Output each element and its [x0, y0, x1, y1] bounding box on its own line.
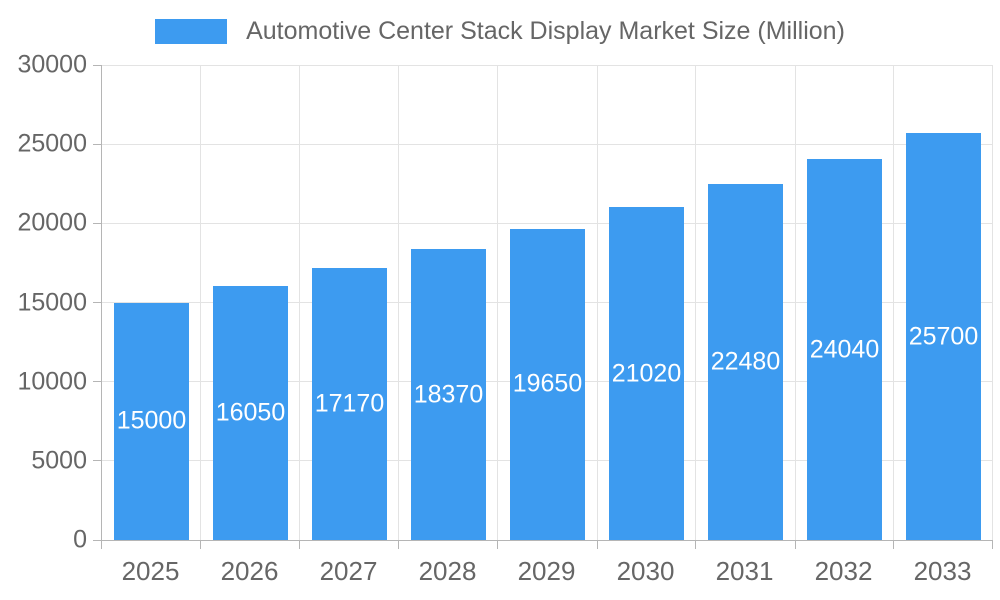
- x-tick: [398, 540, 400, 549]
- x-tick: [992, 540, 993, 549]
- x-tick: [299, 540, 301, 549]
- bar[interactable]: 15000: [114, 302, 189, 540]
- bar[interactable]: 24040: [807, 159, 882, 540]
- y-tick: [93, 64, 102, 66]
- y-tick-label: 15000: [17, 288, 87, 316]
- y-tick: [93, 302, 102, 303]
- bar-value-label: 24040: [809, 335, 880, 364]
- bar[interactable]: 22480: [708, 184, 783, 540]
- x-tick: [893, 540, 895, 549]
- legend[interactable]: Automotive Center Stack Display Market S…: [0, 15, 1000, 47]
- h-gridline: [102, 64, 993, 66]
- v-gridline: [794, 65, 796, 540]
- h-gridline: [102, 222, 993, 224]
- y-tick: [93, 143, 102, 145]
- legend-swatch-icon: [155, 18, 228, 44]
- v-gridline: [893, 65, 895, 540]
- legend-label: Automotive Center Stack Display Market S…: [246, 16, 845, 45]
- bar-value-label: 18370: [413, 380, 484, 409]
- y-tick-label: 5000: [31, 446, 87, 475]
- x-tick-label: 2027: [319, 556, 378, 586]
- v-gridline: [992, 65, 993, 540]
- bar[interactable]: 19650: [510, 228, 585, 540]
- x-tick: [200, 540, 202, 549]
- x-tick: [101, 540, 102, 549]
- bar[interactable]: 21020: [609, 207, 684, 540]
- x-tick-label: 2026: [220, 556, 279, 586]
- v-gridline: [398, 65, 400, 540]
- y-tick-label: 30000: [17, 50, 87, 79]
- y-tick-label: 10000: [17, 367, 87, 396]
- bar-value-label: 21020: [611, 359, 682, 388]
- y-tick: [93, 460, 102, 462]
- x-tick-label: 2028: [418, 556, 477, 586]
- v-gridline: [596, 65, 598, 540]
- bar[interactable]: 17170: [312, 268, 387, 540]
- v-gridline: [299, 65, 301, 540]
- bar[interactable]: 16050: [213, 285, 288, 540]
- v-gridline: [200, 65, 202, 540]
- x-tick-label: 2033: [913, 556, 972, 586]
- bar-value-label: 19650: [512, 369, 583, 398]
- bar[interactable]: 18370: [411, 249, 486, 540]
- x-axis: 2025 2026 2027 2028 2029 2030 2031 2032 2033: [101, 556, 992, 587]
- y-tick: [93, 539, 102, 541]
- x-tick-label: 2029: [517, 556, 576, 586]
- x-tick-label: 2031: [715, 556, 774, 586]
- v-gridline: [695, 65, 697, 540]
- bar-value-label: 22480: [710, 347, 781, 376]
- h-gridline: [102, 143, 993, 145]
- bar-value-label: 25700: [908, 322, 979, 351]
- x-tick-label: 2025: [121, 556, 180, 586]
- y-axis: 0 5000 10000 15000 20000 25000 30000: [0, 51, 87, 554]
- y-tick-label: 20000: [17, 208, 87, 237]
- y-tick: [93, 381, 102, 383]
- y-tick: [93, 222, 102, 224]
- x-tick: [794, 540, 796, 549]
- x-tick: [695, 540, 697, 549]
- plot-area: 15000 16050 17170 18370 19650 21020 22480 24040…: [93, 64, 993, 549]
- x-tick-label: 2032: [814, 556, 873, 586]
- x-tick: [596, 540, 598, 549]
- bar-value-label: 17170: [314, 389, 385, 418]
- bar-value-label: 15000: [116, 406, 187, 435]
- bar[interactable]: 25700: [906, 133, 981, 540]
- bar-value-label: 16050: [215, 398, 286, 427]
- y-tick-label: 0: [73, 525, 87, 554]
- x-tick: [497, 540, 499, 549]
- y-tick-label: 25000: [17, 129, 87, 158]
- v-gridline: [497, 65, 499, 540]
- x-tick-label: 2030: [616, 556, 675, 586]
